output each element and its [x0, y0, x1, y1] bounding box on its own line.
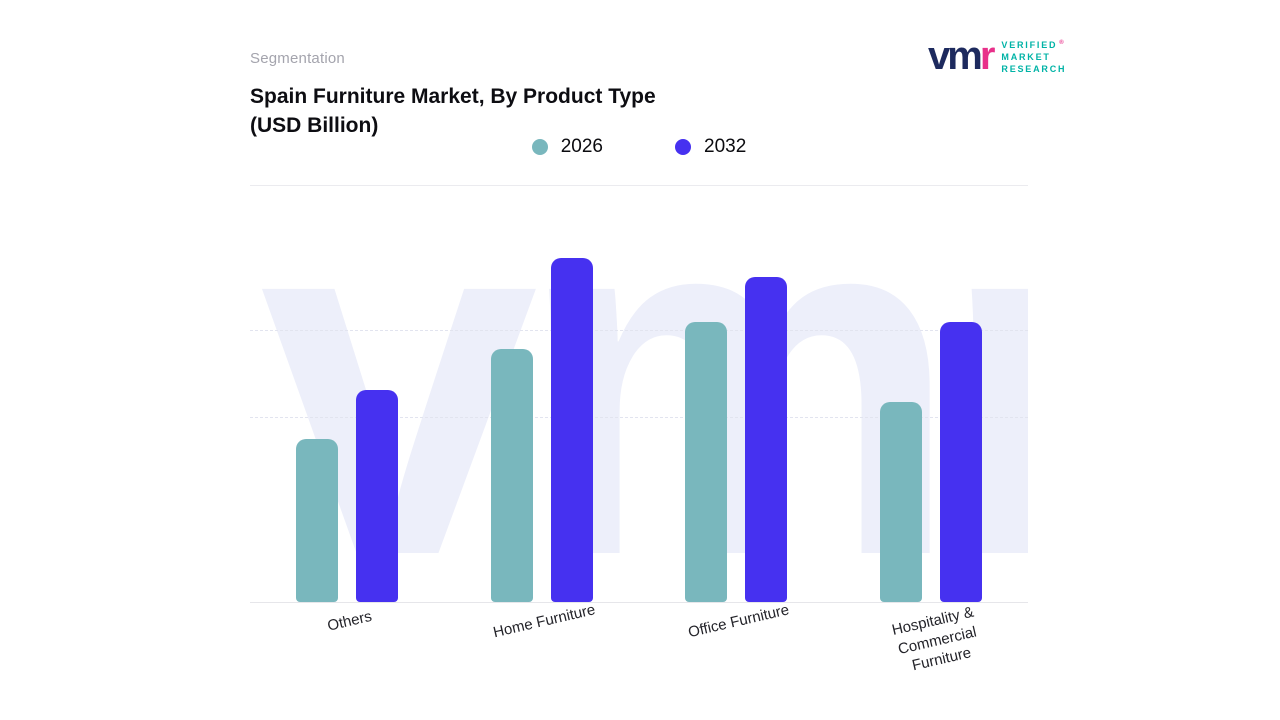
- x-axis-label: Hospitality & Commercial Furniture: [890, 603, 984, 679]
- vmr-logo: vmr VERIFIED ® MARKET RESEARCH: [928, 36, 1066, 76]
- chart-title: Spain Furniture Market, By Product Type …: [250, 82, 656, 140]
- bar-group: [834, 322, 1029, 602]
- x-axis-label-cell: Others: [250, 608, 445, 635]
- plot-area: vmr: [250, 225, 1028, 603]
- registered-mark-icon: ®: [1059, 40, 1066, 47]
- vmr-logo-line-1: VERIFIED ®: [1001, 40, 1066, 51]
- legend-label: 2032: [704, 136, 747, 157]
- bar-2026-others[interactable]: [296, 439, 339, 602]
- vmr-logo-r: r: [979, 34, 995, 78]
- bar-group: [639, 277, 834, 602]
- bar-2032-others[interactable]: [356, 390, 399, 602]
- x-axis-label: Home Furniture: [491, 600, 597, 642]
- x-axis-label-cell: Hospitality & Commercial Furniture: [834, 604, 1029, 675]
- bar-group: [250, 390, 445, 602]
- chart-title-line-1: Spain Furniture Market, By Product Type: [250, 85, 656, 108]
- gridline: [250, 330, 1028, 331]
- x-axis-label-cell: Home Furniture: [445, 601, 640, 641]
- bar-2026-office-furniture[interactable]: [685, 322, 728, 602]
- bar-2032-home-furniture[interactable]: [550, 258, 593, 602]
- x-axis-labels: Others Home Furniture Office Furniture Hosp…: [250, 601, 1029, 675]
- x-axis-label-line: Others: [325, 607, 374, 635]
- gridline: [250, 417, 1028, 418]
- x-axis-label: Others: [325, 607, 374, 636]
- vmr-logo-mark: vmr: [928, 34, 995, 78]
- bar-2032-hospitality-commercial-furniture[interactable]: [939, 322, 982, 602]
- legend-item-2032[interactable]: 2032: [675, 136, 746, 158]
- bar-2026-home-furniture[interactable]: [490, 349, 533, 602]
- chart-title-line-2: (USD Billion): [250, 114, 379, 137]
- legend: 2026 2032: [250, 136, 1028, 158]
- bar-group: [445, 258, 640, 602]
- bar-2032-office-furniture[interactable]: [745, 277, 788, 602]
- segmentation-eyebrow: Segmentation: [250, 50, 345, 67]
- vmr-logo-text: VERIFIED ® MARKET RESEARCH: [1001, 37, 1066, 75]
- vmr-logo-word-verified: VERIFIED: [1001, 40, 1058, 51]
- bar-groups: [250, 225, 1028, 602]
- x-axis-label-line: Home Furniture: [491, 601, 597, 642]
- x-axis-label-line: Office Furniture: [686, 601, 791, 642]
- legend-label: 2026: [560, 136, 603, 157]
- x-axis-label-cell: Office Furniture: [639, 601, 834, 641]
- x-axis-label: Office Furniture: [686, 600, 791, 642]
- header-divider: [250, 185, 1028, 186]
- legend-dot: [531, 139, 548, 155]
- legend-item-2026[interactable]: 2026: [531, 136, 603, 158]
- legend-dot: [675, 139, 691, 155]
- vmr-logo-line-2: MARKET: [1001, 52, 1051, 63]
- vmr-logo-vm: vm: [928, 34, 983, 78]
- bar-2026-hospitality-commercial-furniture[interactable]: [879, 402, 922, 602]
- x-axis-line: [250, 602, 1028, 603]
- vmr-logo-line-3: RESEARCH: [1001, 63, 1067, 74]
